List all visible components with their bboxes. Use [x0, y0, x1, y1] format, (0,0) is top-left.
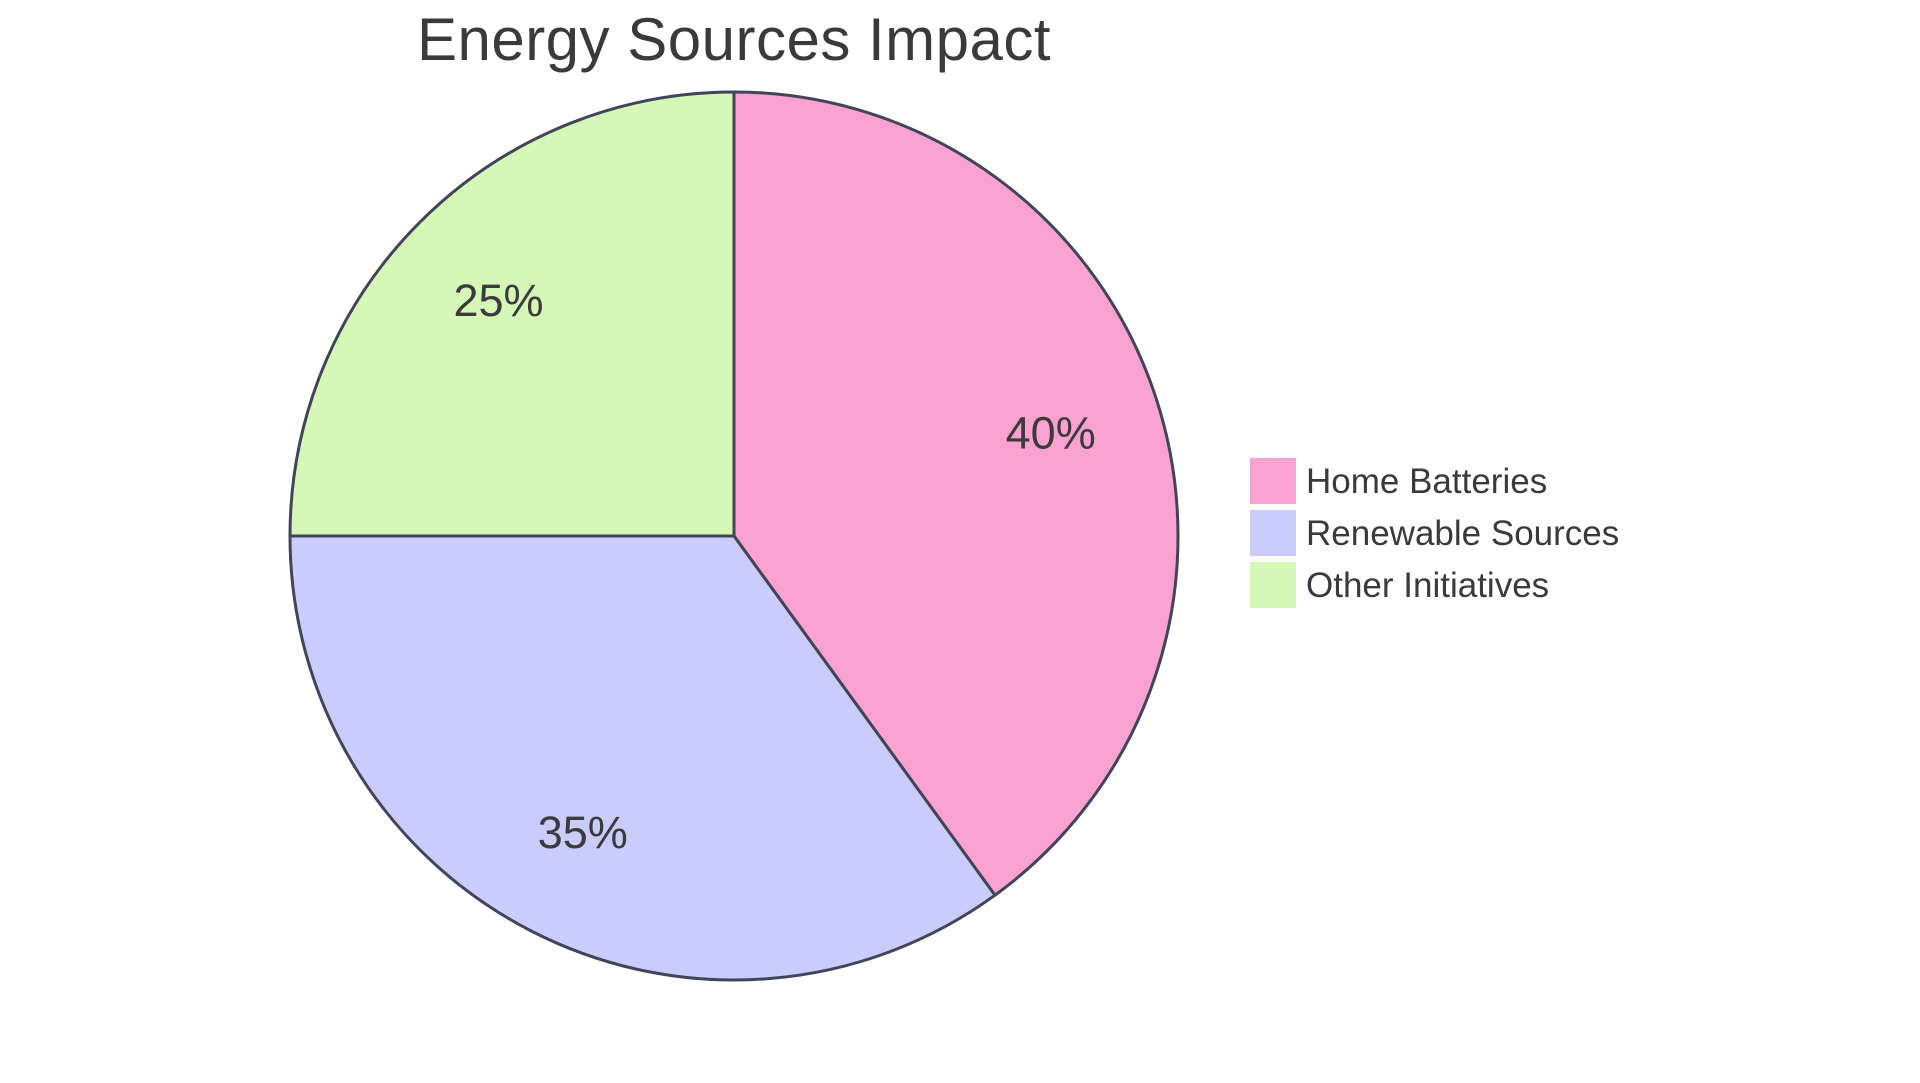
legend-swatch-other-initiatives [1250, 562, 1296, 608]
pie-slice-other-initiatives [288, 90, 736, 538]
pie-slice-label-home-batteries: 40% [1006, 408, 1096, 459]
legend: Home Batteries Renewable Sources Other I… [1250, 458, 1619, 614]
legend-item-home-batteries: Home Batteries [1250, 458, 1619, 504]
legend-label-renewable-sources: Renewable Sources [1306, 513, 1620, 553]
legend-swatch-renewable-sources [1250, 510, 1296, 556]
pie-slice-label-renewable-sources: 35% [538, 807, 628, 858]
legend-item-renewable-sources: Renewable Sources [1250, 510, 1619, 556]
pie-slice-label-other-initiatives: 25% [453, 275, 543, 326]
legend-swatch-home-batteries [1250, 458, 1296, 504]
chart-title: Energy Sources Impact [416, 6, 1052, 73]
legend-label-other-initiatives: Other Initiatives [1306, 565, 1550, 605]
pie-slice-renewable-sources [288, 534, 997, 982]
legend-item-other-initiatives: Other Initiatives [1250, 562, 1619, 608]
pie-slice-home-batteries [732, 90, 1180, 897]
pie-chart: 40% 35% 25% [288, 90, 1180, 982]
legend-label-home-batteries: Home Batteries [1306, 461, 1548, 501]
